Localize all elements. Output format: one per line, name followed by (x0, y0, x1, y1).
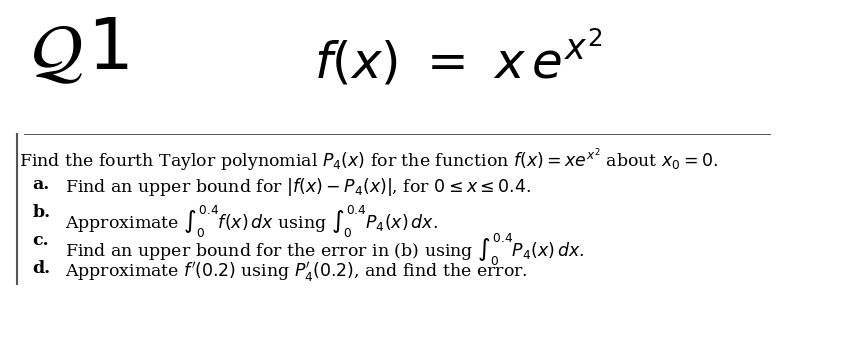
Text: $\mathcal{Q}$: $\mathcal{Q}$ (30, 19, 82, 89)
Text: $f(x) \ = \ x\,e^{x^2}$: $f(x) \ = \ x\,e^{x^2}$ (314, 29, 602, 89)
Text: Find the fourth Taylor polynomial $P_4(x)$ for the function $f(x) = xe^{x^2}$ ab: Find the fourth Taylor polynomial $P_4(x… (19, 146, 717, 173)
Text: $1$: $1$ (87, 14, 128, 84)
Text: d.: d. (32, 260, 51, 277)
Text: Approximate $\int_0^{0.4} f(x)\, dx$ using $\int_0^{0.4} P_4(x)\, dx$.: Approximate $\int_0^{0.4} f(x)\, dx$ usi… (65, 204, 439, 240)
Text: b.: b. (32, 204, 51, 221)
Text: Find an upper bound for $|f(x) - P_4(x)|$, for $0 \leq x \leq 0.4$.: Find an upper bound for $|f(x) - P_4(x)|… (65, 176, 531, 198)
Text: c.: c. (32, 232, 49, 249)
Text: Approximate $f'(0.2)$ using $P_4'(0.2)$, and find the error.: Approximate $f'(0.2)$ using $P_4'(0.2)$,… (65, 260, 528, 284)
Text: Find an upper bound for the error in (b) using $\int_0^{0.4} P_4(x)\, dx$.: Find an upper bound for the error in (b)… (65, 232, 585, 268)
Text: a.: a. (32, 176, 50, 193)
